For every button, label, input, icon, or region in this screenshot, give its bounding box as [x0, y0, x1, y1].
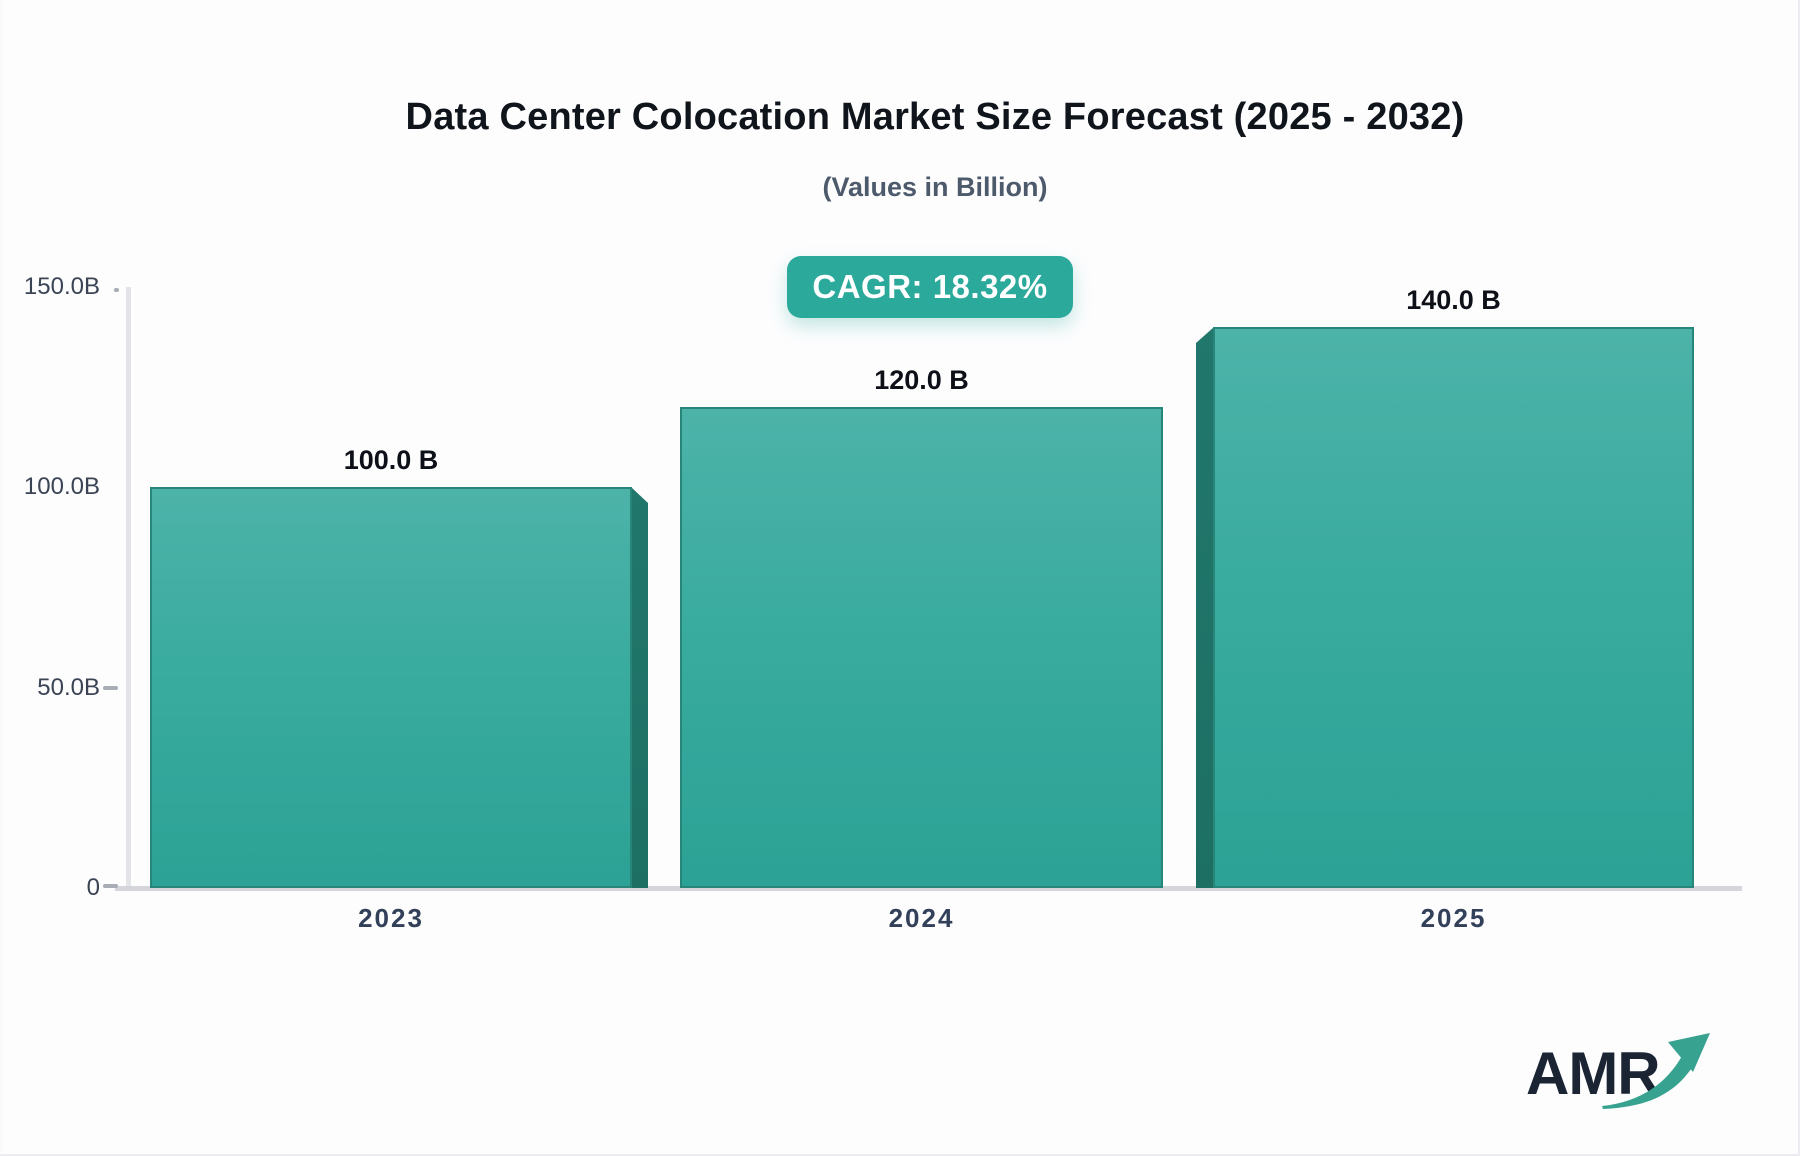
y-tick-label-50: 50.0B [37, 673, 100, 701]
y-tick-label-150: 150.0B [23, 273, 100, 300]
bar-2023 [150, 487, 632, 888]
amr-logo-arrow-head [1668, 1033, 1710, 1072]
x-axis-line [115, 886, 1742, 891]
bar-2025-side-face [1196, 327, 1214, 888]
y-axis-line [126, 287, 131, 891]
x-tick-label-2024: 2024 [888, 903, 955, 933]
y-tick-label-100: 100.0B [23, 473, 100, 501]
x-tick-label-2025: 2025 [1420, 903, 1487, 933]
y-tick-mark-150 [114, 288, 119, 292]
bar-2025-value-label: 140.0 B [1406, 285, 1501, 315]
amr-logo: AMR [1526, 1033, 1710, 1109]
amr-logo-text: AMR [1526, 1040, 1660, 1107]
x-tick-label-2023: 2023 [358, 903, 424, 933]
chart-subtitle: (Values in Billion) [822, 172, 1048, 202]
y-tick-label-0: 0 [86, 874, 100, 901]
y-tick-mark-50 [103, 686, 118, 690]
bar-2024-value-label: 120.0 B [874, 365, 969, 395]
bar-2025 [1213, 327, 1694, 888]
bar-2023-side-face [631, 487, 648, 888]
cagr-badge: CAGR: 18.32% [787, 256, 1073, 318]
bar-2023-value-label: 100.0 B [343, 445, 439, 475]
y-tick-mark-0 [103, 884, 118, 888]
chart-title: Data Center Colocation Market Size Forec… [405, 96, 1465, 138]
bar-2024 [680, 407, 1163, 888]
cagr-badge-label: CAGR: 18.32% [812, 268, 1048, 305]
